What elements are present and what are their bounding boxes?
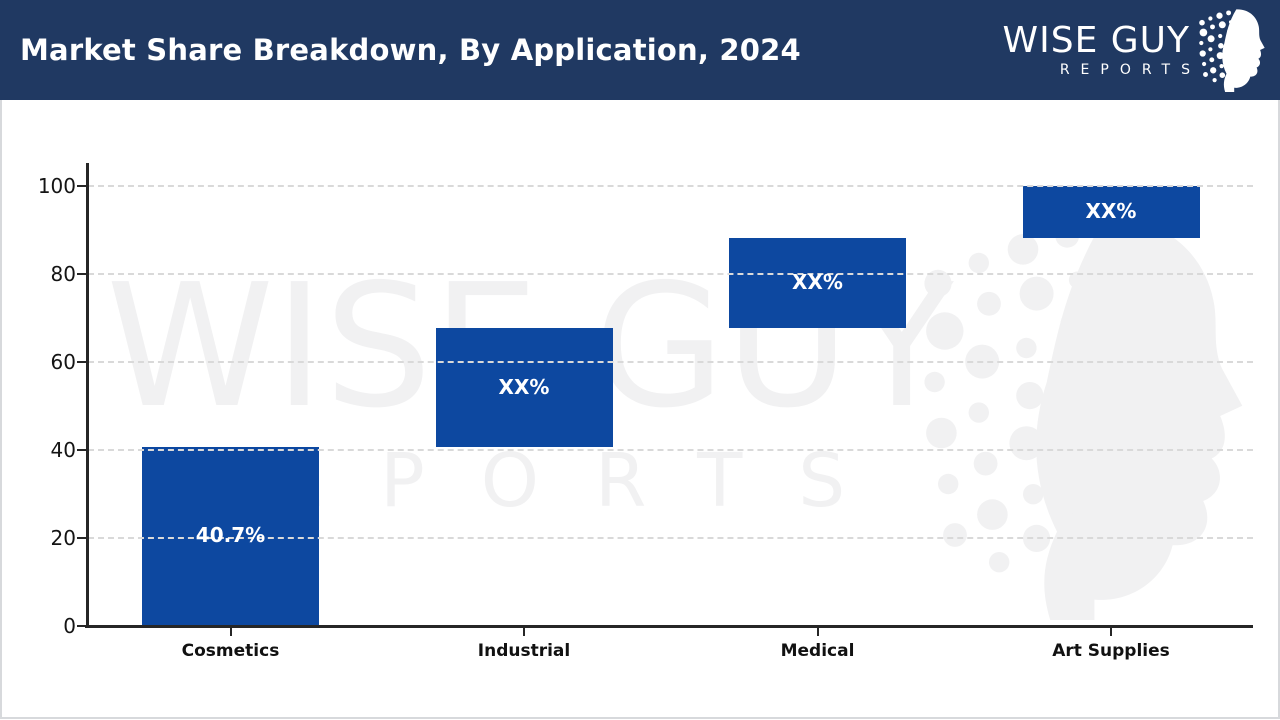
y-tick-100 <box>77 185 86 187</box>
x-tick-4 <box>1110 627 1112 636</box>
brand-logo-text: WISE GUY REPORTS <box>1002 20 1191 78</box>
y-tick-label-80: 80 <box>50 262 76 286</box>
y-tick-label-0: 0 <box>63 614 76 638</box>
page-title: Market Share Breakdown, By Application, … <box>20 33 801 67</box>
x-axis-line <box>85 625 1253 628</box>
bar-industrial <box>435 328 613 447</box>
y-tick-label-60: 60 <box>50 350 76 374</box>
x-category-label: Industrial <box>477 641 571 661</box>
y-tick-label-100: 100 <box>37 174 76 198</box>
gridline-40 <box>88 449 1253 451</box>
y-tick-label-20: 20 <box>50 526 76 550</box>
x-category-label: Medical <box>780 641 855 661</box>
brand-subname: REPORTS <box>1059 62 1201 78</box>
y-tick-0 <box>77 625 86 627</box>
x-tick-1 <box>229 627 232 636</box>
x-category-label: Art Supplies <box>1052 641 1170 661</box>
y-tick-60 <box>77 361 86 363</box>
brand-logo: WISE GUY REPORTS <box>1003 8 1267 92</box>
x-category-label: Cosmetics <box>181 641 280 661</box>
gridline-100 <box>88 185 1253 187</box>
y-tick-80 <box>77 273 86 275</box>
bar-value-label: XX% <box>1085 198 1137 223</box>
gridline-60 <box>88 361 1253 363</box>
gridline-20 <box>88 537 1253 539</box>
bar-medical <box>729 237 906 329</box>
y-axis-line <box>86 163 89 628</box>
y-tick-label-40: 40 <box>50 438 76 462</box>
bar-value-label: 40.7% <box>195 523 266 548</box>
gridline-80 <box>88 273 1253 275</box>
x-tick-3 <box>816 627 819 636</box>
bar-cosmetics <box>142 446 319 626</box>
y-tick-20 <box>77 537 86 539</box>
bar-value-label: XX% <box>498 374 550 399</box>
header-bar: Market Share Breakdown, By Application, … <box>0 0 1280 100</box>
x-tick-2 <box>523 627 525 636</box>
y-tick-40 <box>77 449 86 451</box>
brand-name: WISE GUY <box>1002 20 1190 61</box>
bar-value-label: XX% <box>792 270 843 295</box>
